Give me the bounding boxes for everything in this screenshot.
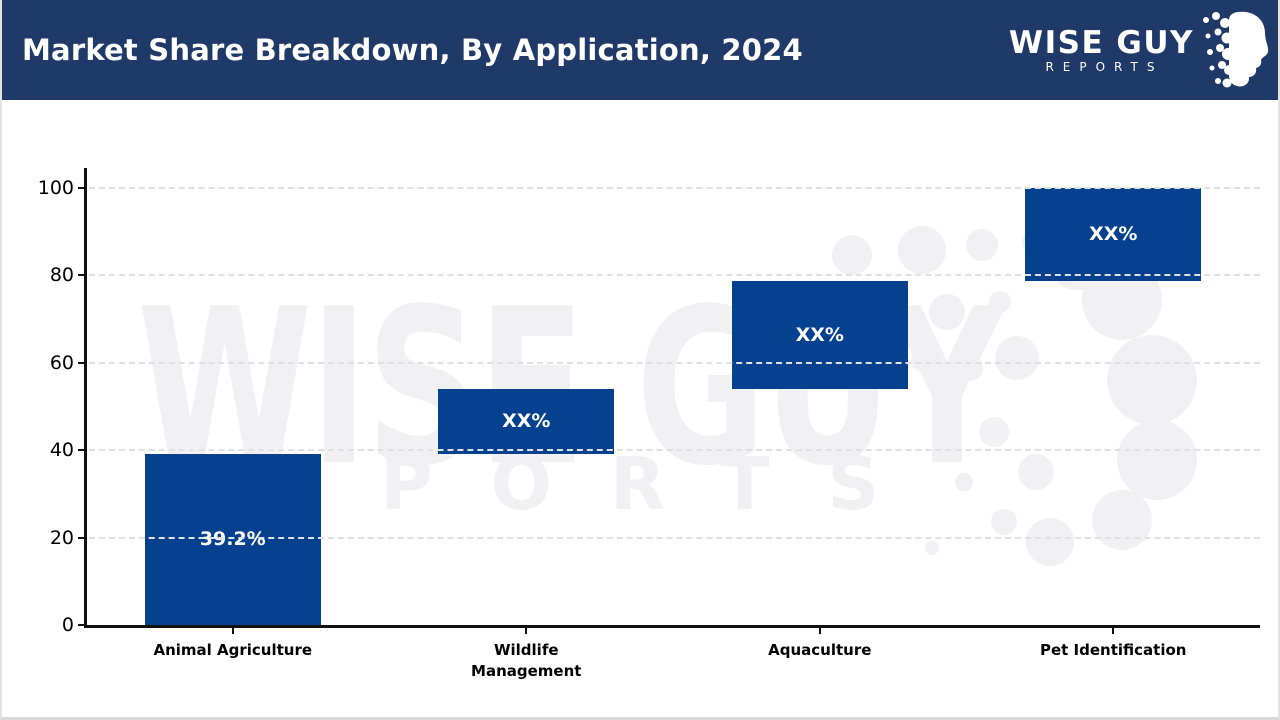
x-tick — [231, 625, 234, 634]
y-tick — [78, 274, 86, 276]
x-axis-line — [84, 625, 1260, 628]
x-axis-label: Wildlife Management — [471, 641, 582, 680]
gridline — [89, 361, 1260, 364]
gridline — [89, 274, 1260, 276]
x-tick — [818, 625, 821, 634]
y-axis-line — [84, 168, 87, 627]
y-tick-label: 100 — [37, 176, 74, 199]
logo-face-icon — [1203, 11, 1269, 88]
logo-text: WISE GUY REPORTS — [1009, 27, 1194, 74]
page-title: Market Share Breakdown, By Application, … — [22, 33, 803, 67]
x-axis-label: Animal Agriculture — [153, 641, 313, 659]
x-axis-label: Aquaculture — [768, 641, 872, 659]
y-tick — [78, 186, 86, 189]
x-axis-label: Pet Identification — [1040, 641, 1187, 659]
bar-value-label: XX% — [795, 324, 844, 347]
logo-subtext: REPORTS — [1045, 59, 1164, 74]
logo-wordmark: WISE GUY — [1008, 24, 1194, 61]
x-tick — [525, 625, 528, 634]
bar-value-label: XX% — [502, 410, 551, 433]
logo: WISE GUY REPORTS — [1009, 6, 1270, 94]
y-tick-label: 60 — [49, 351, 74, 374]
y-tick-label: 20 — [49, 526, 74, 549]
y-tick — [78, 449, 86, 451]
gridline — [89, 536, 1260, 539]
y-tick-label: 0 — [61, 614, 74, 636]
gridline — [89, 186, 1260, 189]
gridline — [89, 449, 1260, 451]
y-tick-label: 40 — [49, 439, 74, 461]
bar: XX% — [1025, 187, 1202, 282]
x-tick — [1112, 625, 1115, 634]
bar: XX% — [438, 389, 615, 454]
y-tick — [78, 536, 86, 539]
bar-value-label: XX% — [1089, 223, 1138, 246]
bar: 39.2% — [144, 453, 321, 625]
bar-value-label: 39.2% — [199, 528, 266, 551]
y-tick — [78, 361, 86, 364]
y-tick-label: 80 — [49, 264, 74, 286]
header: Market Share Breakdown, By Application, … — [2, 0, 1278, 100]
bar: XX% — [731, 281, 908, 390]
y-tick — [78, 624, 86, 626]
